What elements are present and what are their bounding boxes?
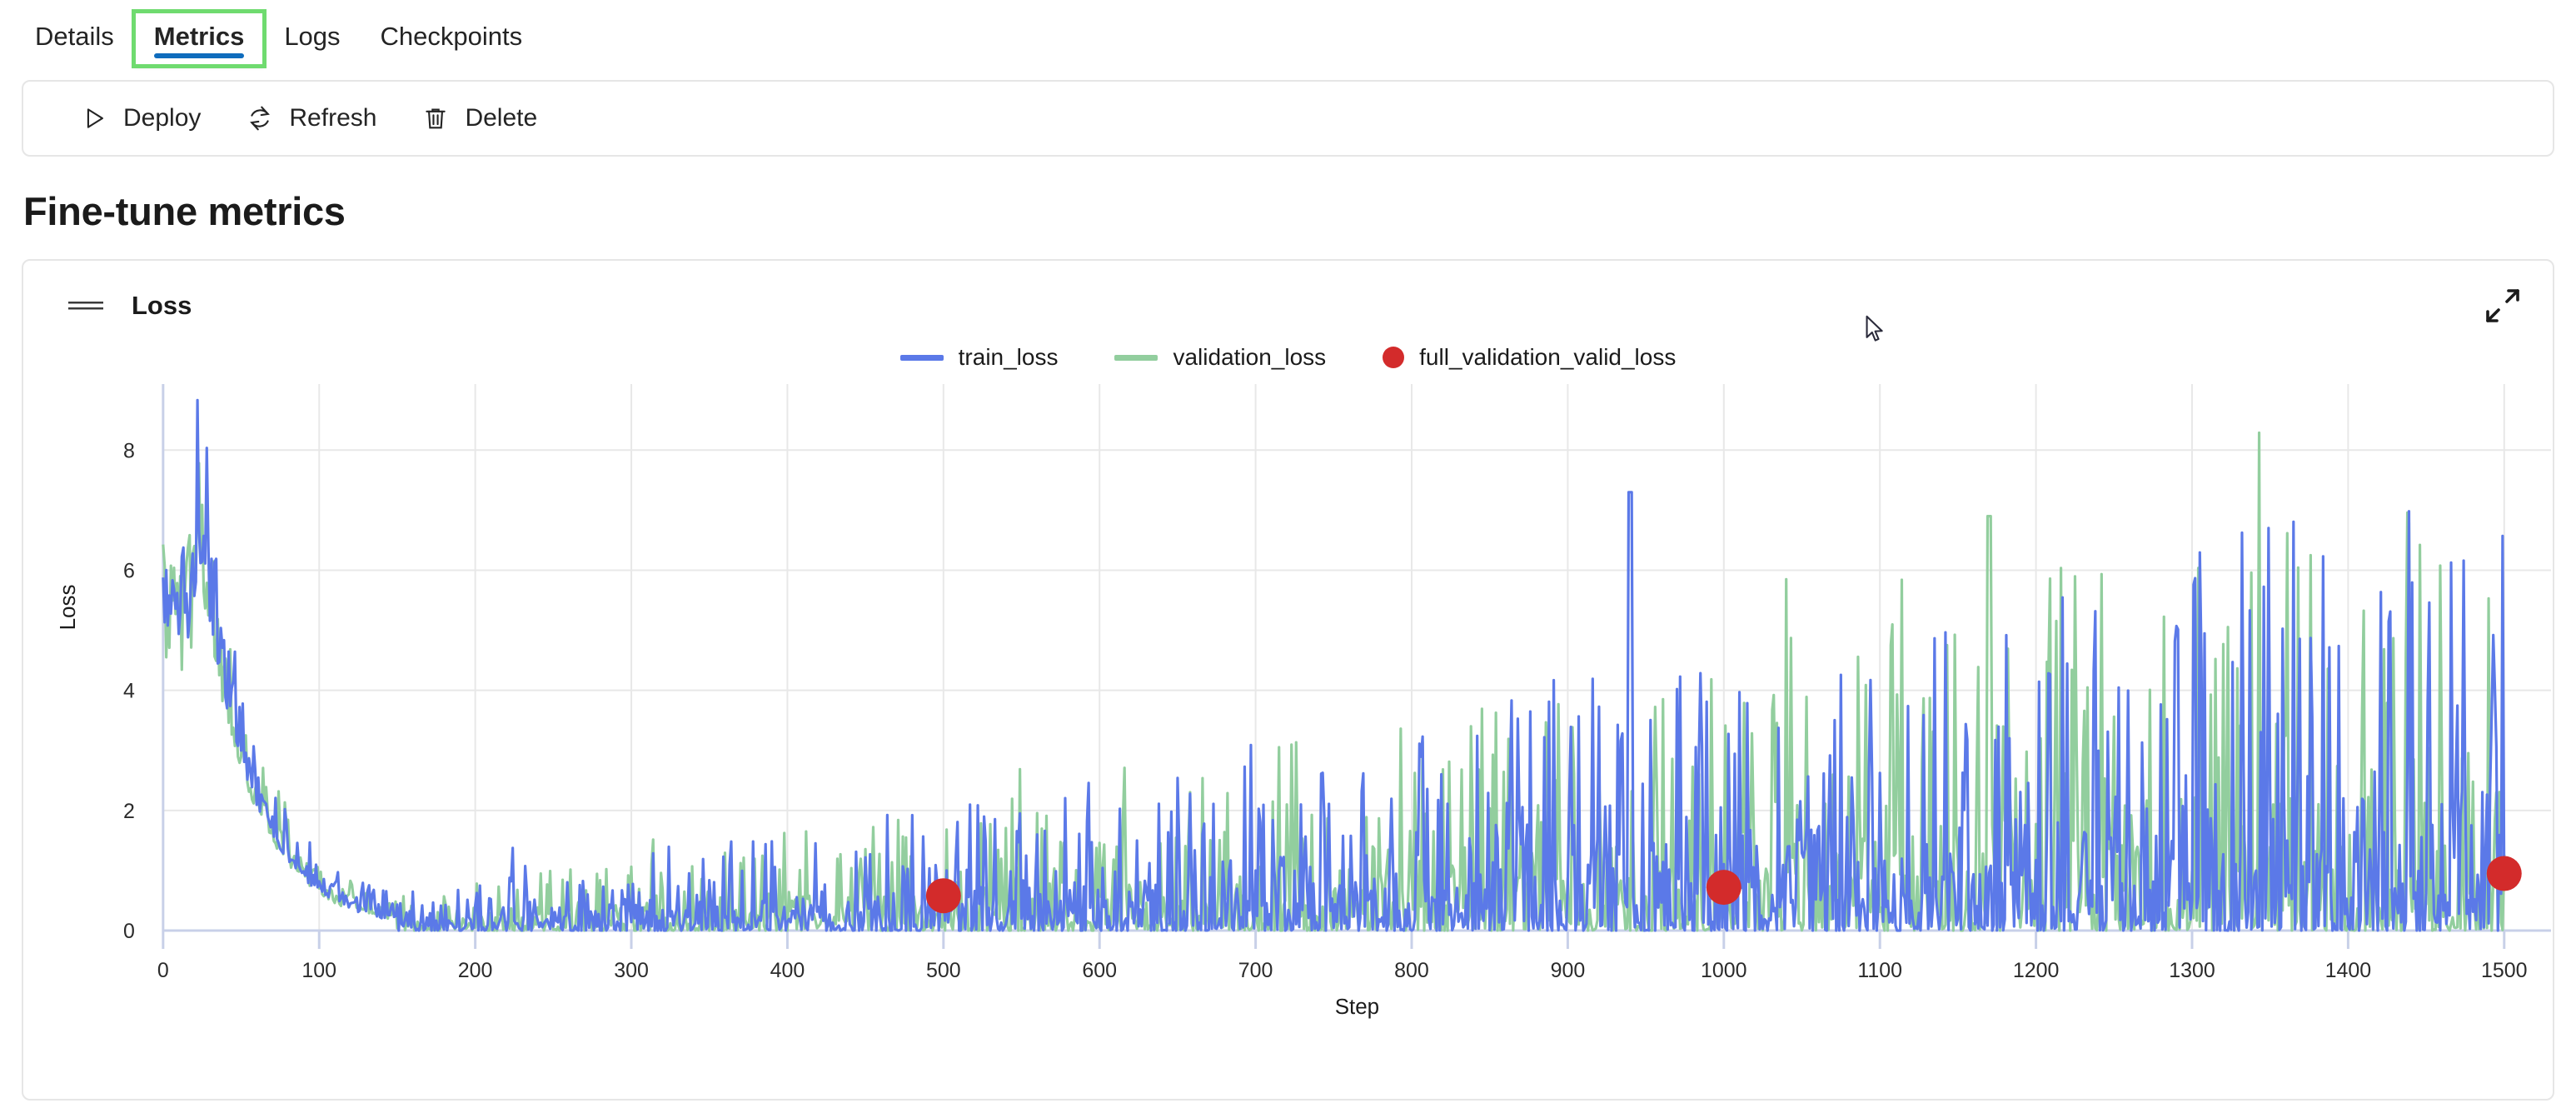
loss-plot: 0 2 4 6 8 0 100 200 300 400 500 600 700 800 900 1000 110… (23, 371, 2553, 1029)
x-tick-label: 1200 (2013, 959, 2060, 982)
legend-item-train-loss[interactable]: train_loss (899, 344, 1059, 371)
tab-logs-label: Logs (284, 21, 341, 51)
tab-details[interactable]: Details (15, 12, 134, 66)
page-title: Fine-tune metrics (23, 189, 346, 233)
y-tick-label: 4 (123, 680, 135, 703)
delete-button-label: Delete (465, 104, 538, 132)
y-axis-title: Loss (55, 585, 80, 631)
legend-label-full-validation-valid-loss: full_validation_valid_loss (1419, 344, 1677, 370)
loss-plot-svg[interactable]: 0 2 4 6 8 0 100 200 300 400 500 600 700 800 900 1000 110… (23, 371, 2553, 1029)
y-tick-label: 6 (123, 559, 135, 582)
deploy-button-label: Deploy (123, 104, 202, 132)
x-tick-label: 600 (1082, 959, 1117, 982)
x-tick-label: 1100 (1857, 959, 1902, 982)
x-tick-label: 1000 (1701, 959, 1747, 982)
tab-metrics[interactable]: Metrics (131, 8, 267, 68)
full-validation-marker[interactable] (1706, 870, 1741, 906)
full-validation-marker[interactable] (925, 878, 961, 914)
x-axis-title: Step (1335, 994, 1379, 1019)
y-tick-label: 2 (123, 800, 135, 823)
legend-item-full-validation-valid-loss[interactable]: full_validation_valid_loss (1383, 344, 1676, 371)
full-validation-marker[interactable] (2486, 856, 2522, 891)
legend-label-train-loss: train_loss (958, 344, 1059, 370)
deploy-button[interactable]: Deploy (62, 94, 219, 142)
x-tick-label: 0 (157, 959, 169, 982)
refresh-icon (246, 104, 274, 132)
chart-legend: train_loss validation_loss full_validati… (23, 344, 2553, 371)
tab-logs[interactable]: Logs (264, 12, 360, 66)
legend-swatch-train-loss (899, 354, 944, 361)
loss-chart-card: Loss train_loss validation_loss full_val… (22, 259, 2554, 1101)
x-tick-label: 1500 (2481, 959, 2528, 982)
tab-details-label: Details (35, 21, 114, 51)
x-tick-label: 100 (301, 959, 336, 982)
legend-item-validation-loss[interactable]: validation_loss (1114, 344, 1326, 371)
play-triangle-icon (80, 104, 108, 132)
refresh-button[interactable]: Refresh (227, 94, 395, 142)
chart-card-title: Loss (132, 291, 192, 320)
legend-swatch-full-validation-valid-loss (1383, 347, 1405, 368)
y-tick-label: 8 (123, 439, 135, 462)
expand-diagonal-icon[interactable] (2483, 286, 2523, 326)
x-tick-label: 200 (458, 959, 493, 982)
refresh-button-label: Refresh (289, 104, 377, 132)
chart-card-header: Loss (23, 261, 2553, 351)
series-validation-loss (162, 431, 2506, 932)
x-tick-label: 300 (614, 959, 649, 982)
x-tick-label: 400 (770, 959, 805, 982)
tab-selected-indicator (153, 52, 245, 58)
tab-checkpoints[interactable]: Checkpoints (361, 12, 543, 66)
drag-handle-icon[interactable] (68, 296, 103, 316)
x-tick-label: 500 (926, 959, 961, 982)
x-tick-label: 700 (1238, 959, 1273, 982)
legend-swatch-validation-loss (1114, 354, 1158, 361)
x-tick-label: 1300 (2169, 959, 2215, 982)
trash-icon (421, 104, 450, 132)
x-tick-label: 1400 (2325, 959, 2372, 982)
tab-checkpoints-label: Checkpoints (380, 21, 523, 51)
x-tick-label: 900 (1551, 959, 1586, 982)
x-tick-label: 800 (1394, 959, 1429, 982)
tab-metrics-label: Metrics (153, 21, 245, 51)
delete-button[interactable]: Delete (403, 94, 556, 142)
legend-label-validation-loss: validation_loss (1173, 344, 1327, 370)
tab-strip: Details Metrics Logs Checkpoints (0, 0, 2576, 77)
series-train-loss (162, 398, 2506, 932)
y-tick-label: 0 (123, 920, 135, 943)
command-bar: Deploy Refresh Delete (22, 80, 2554, 157)
